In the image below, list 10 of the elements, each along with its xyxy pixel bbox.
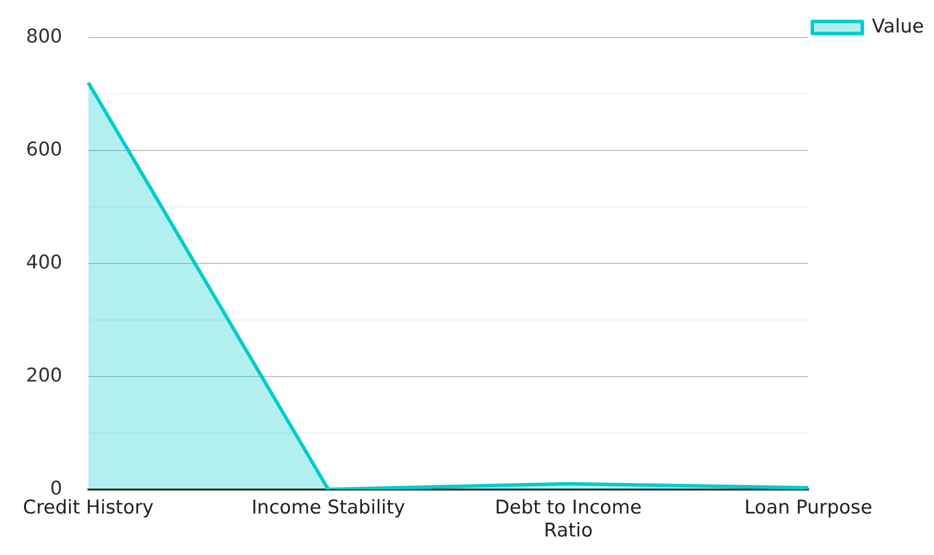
x-tick-label: Income Stability — [251, 496, 406, 519]
y-tick-label: 800 — [26, 25, 62, 48]
y-tick-label: 0 — [50, 477, 62, 500]
x-tick-label: Loan Purpose — [744, 496, 872, 519]
x-tick-label: Debt to Income Ratio — [494, 496, 642, 542]
y-tick-label: 600 — [26, 138, 62, 160]
legend-label: Value — [872, 15, 924, 38]
x-tick-label: Credit History — [22, 496, 154, 519]
y-tick-label: 200 — [26, 364, 62, 386]
y-tick-label: 400 — [26, 251, 62, 274]
